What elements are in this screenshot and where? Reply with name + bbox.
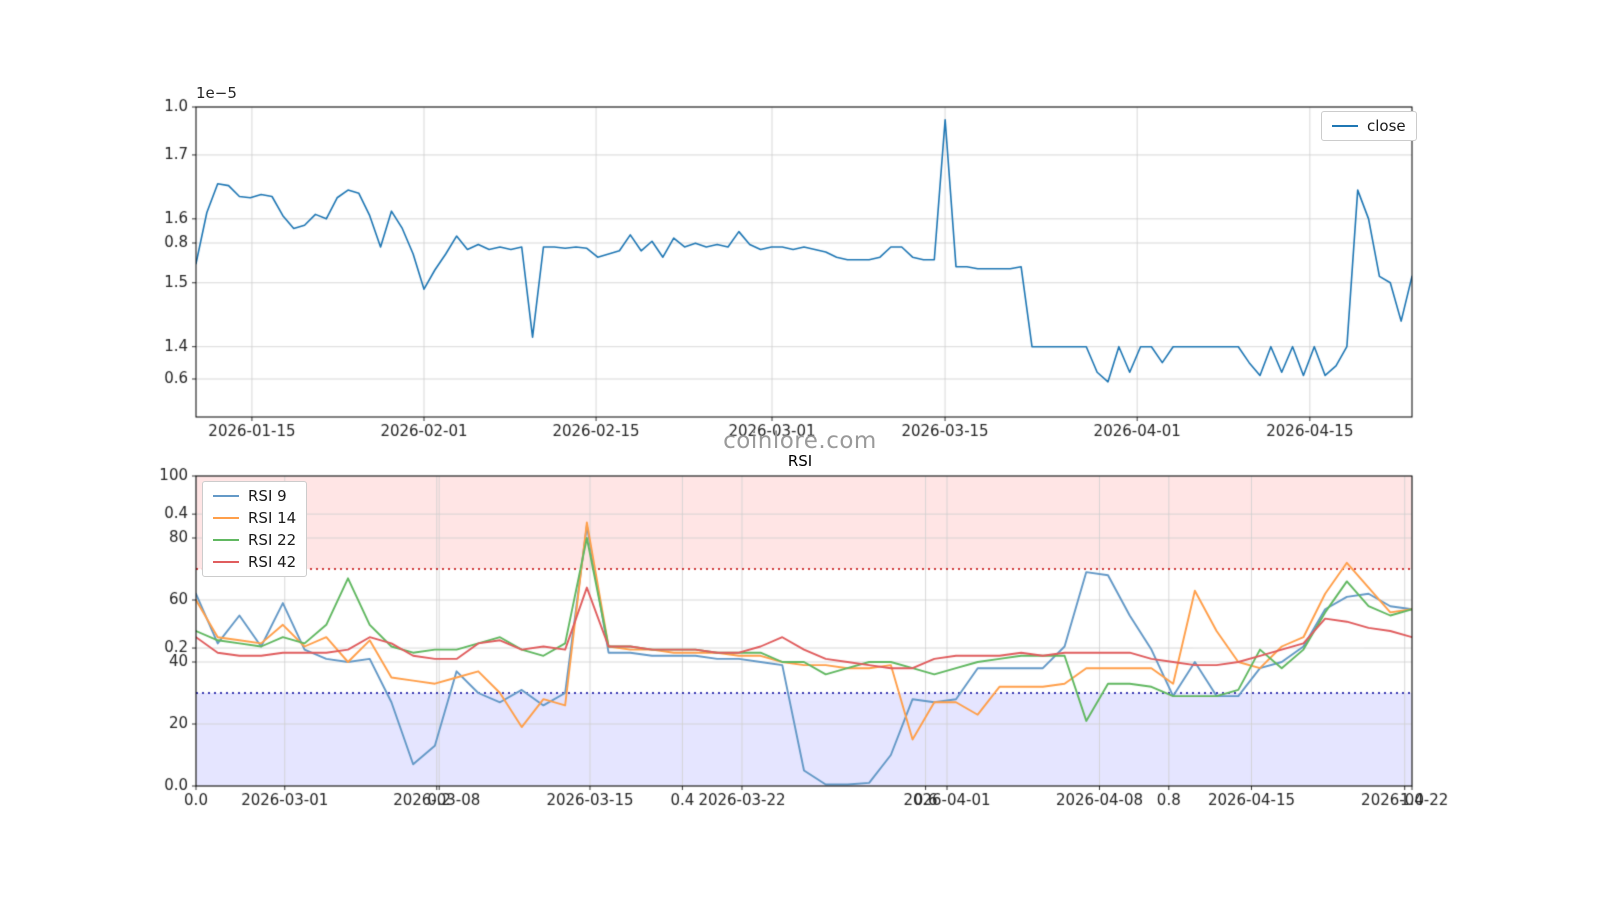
legend-label: RSI 42 bbox=[248, 553, 297, 571]
legend-label: RSI 14 bbox=[248, 509, 297, 527]
watermark-text: coinlore.com bbox=[723, 428, 877, 454]
rsi-legend: RSI 9 RSI 14 RSI 22 RSI 42 bbox=[202, 481, 308, 577]
legend-item: RSI 14 bbox=[213, 507, 296, 529]
legend-item: close bbox=[1332, 115, 1406, 137]
legend-line-sample-icon bbox=[213, 539, 239, 541]
rsi-chart-title: RSI bbox=[787, 452, 813, 470]
legend-label: close bbox=[1367, 117, 1406, 135]
legend-item: RSI 42 bbox=[213, 551, 296, 573]
legend-label: RSI 22 bbox=[248, 531, 297, 549]
legend-line-sample-icon bbox=[1332, 125, 1358, 127]
legend-item: RSI 22 bbox=[213, 529, 296, 551]
legend-line-sample-icon bbox=[213, 561, 239, 563]
legend-line-sample-icon bbox=[213, 495, 239, 497]
legend-label: RSI 9 bbox=[248, 487, 287, 505]
price-legend: close bbox=[1321, 111, 1417, 141]
y-axis-offset-label: 1e−5 bbox=[196, 84, 237, 102]
legend-item: RSI 9 bbox=[213, 485, 296, 507]
legend-line-sample-icon bbox=[213, 517, 239, 519]
